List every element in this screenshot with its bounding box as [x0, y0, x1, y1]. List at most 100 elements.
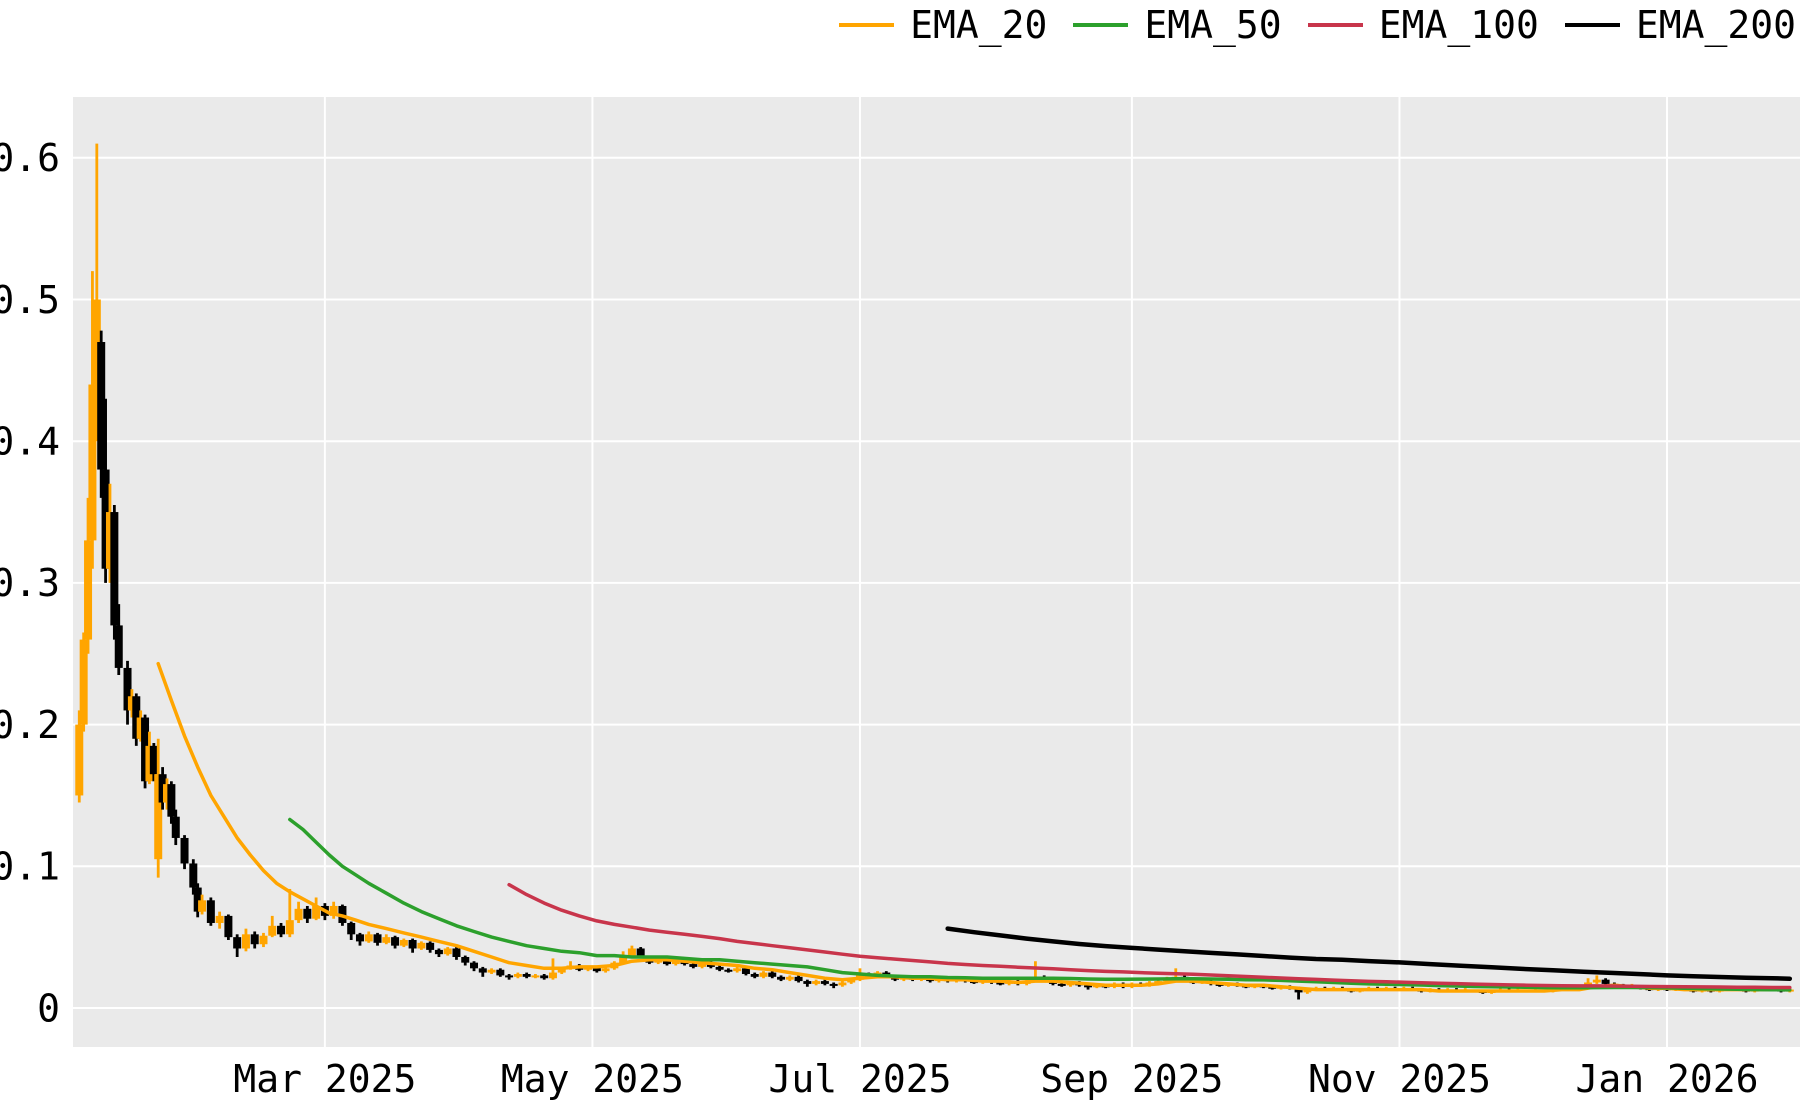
candle-body — [141, 717, 150, 782]
candle-body — [224, 915, 233, 938]
candle-body — [812, 981, 821, 984]
legend-swatch-ema-50 — [1073, 23, 1129, 27]
candle-body — [417, 942, 426, 949]
candle-body — [114, 625, 123, 668]
plot-background — [73, 97, 1800, 1047]
candle-body — [241, 934, 250, 949]
candle-body — [540, 975, 549, 979]
candle-body — [391, 937, 400, 946]
candle-body — [496, 969, 505, 976]
candle-body — [193, 887, 202, 912]
candle-body — [531, 975, 540, 978]
candle-body — [996, 982, 1005, 985]
x-tick-label: Jan 2026 — [1575, 1057, 1758, 1100]
y-tick-label: 0.2 — [0, 703, 60, 747]
ema-100-line — [507, 882, 1792, 990]
legend-swatch-ema-200 — [1564, 23, 1620, 27]
legend-label: EMA_20 — [910, 3, 1048, 47]
candle-body — [470, 962, 479, 969]
candle-body — [382, 937, 391, 943]
candle-body — [408, 939, 417, 949]
candle-body — [759, 972, 768, 977]
candle-body — [347, 922, 356, 935]
candle-body — [557, 968, 566, 973]
candle-body — [399, 939, 408, 946]
candle-body — [268, 925, 277, 936]
x-tick-label: May 2025 — [501, 1057, 684, 1100]
candle-body — [461, 956, 470, 963]
candle-body — [215, 915, 224, 923]
candle-body — [478, 968, 487, 973]
legend-item-ema-50: EMA_50 — [1073, 3, 1282, 47]
candle-body — [452, 948, 461, 957]
candle-body — [505, 975, 514, 978]
candle-body — [158, 774, 167, 803]
candle-body — [294, 908, 303, 921]
candle-body — [259, 935, 268, 945]
candle-body — [627, 948, 636, 957]
candle-body — [250, 934, 259, 945]
candle-body — [724, 969, 733, 972]
candle-body — [171, 816, 180, 838]
candle-body — [601, 968, 610, 972]
candle-body — [715, 966, 724, 970]
candle-body — [785, 976, 794, 980]
candle-body — [1057, 983, 1066, 986]
x-tick-label: Nov 2025 — [1308, 1057, 1491, 1100]
candle-body — [233, 937, 242, 949]
legend: EMA_20 EMA_50 EMA_100 EMA_200 — [839, 6, 1796, 44]
candle-body — [364, 934, 373, 942]
candle-body — [820, 981, 829, 984]
candle-body — [592, 966, 601, 972]
x-tick-label: Mar 2025 — [233, 1057, 416, 1100]
candle-body — [750, 973, 759, 977]
candle-body — [149, 745, 158, 775]
candle-body — [277, 925, 286, 935]
candle-body — [127, 696, 136, 711]
candle-body — [1592, 979, 1601, 983]
candle-body — [123, 667, 132, 711]
x-tick-label: Jul 2025 — [768, 1057, 951, 1100]
legend-item-ema-200: EMA_200 — [1564, 6, 1796, 44]
candle-body — [101, 469, 110, 569]
candle-body — [768, 972, 777, 977]
candle-body — [189, 863, 198, 888]
candle-body — [803, 981, 812, 984]
candle-body — [1154, 981, 1163, 984]
ema-20-line — [156, 661, 1792, 993]
legend-swatch-ema-20 — [839, 23, 895, 27]
candle-body — [162, 784, 171, 803]
legend-label: EMA_50 — [1144, 3, 1282, 47]
candle-body — [426, 942, 435, 950]
candle-body — [443, 948, 452, 955]
candle-body — [1084, 985, 1093, 988]
candle-body — [741, 968, 750, 974]
legend-item-ema-20: EMA_20 — [839, 6, 1047, 44]
candle-body — [838, 982, 847, 986]
y-tick-label: 0.1 — [0, 845, 60, 889]
candle-body — [312, 905, 321, 919]
candle-body — [154, 774, 163, 860]
x-tick-label: Sep 2025 — [1040, 1057, 1223, 1100]
candle-body — [92, 299, 101, 385]
y-tick-label: 0.3 — [0, 561, 60, 605]
candle-body — [689, 964, 698, 967]
legend-item-ema-100: EMA_100 — [1307, 3, 1539, 47]
gridlines — [73, 97, 1800, 1047]
legend-swatch-ema-100 — [1307, 23, 1363, 27]
legend-label: EMA_100 — [1378, 3, 1539, 47]
y-tick-label: 0.4 — [0, 420, 60, 464]
y-tick-label: 0.6 — [0, 136, 60, 180]
candle-body — [110, 512, 119, 626]
ema-200-line — [945, 926, 1793, 981]
candle-body — [636, 948, 645, 957]
candle-body — [79, 639, 88, 725]
candle-body — [132, 696, 141, 739]
candle-body — [619, 956, 628, 963]
candle-body — [136, 717, 145, 739]
candle-body — [167, 784, 176, 817]
candle-body — [522, 973, 531, 977]
candle-body — [84, 540, 93, 640]
candle-body — [303, 908, 312, 919]
candle-body — [285, 920, 294, 935]
